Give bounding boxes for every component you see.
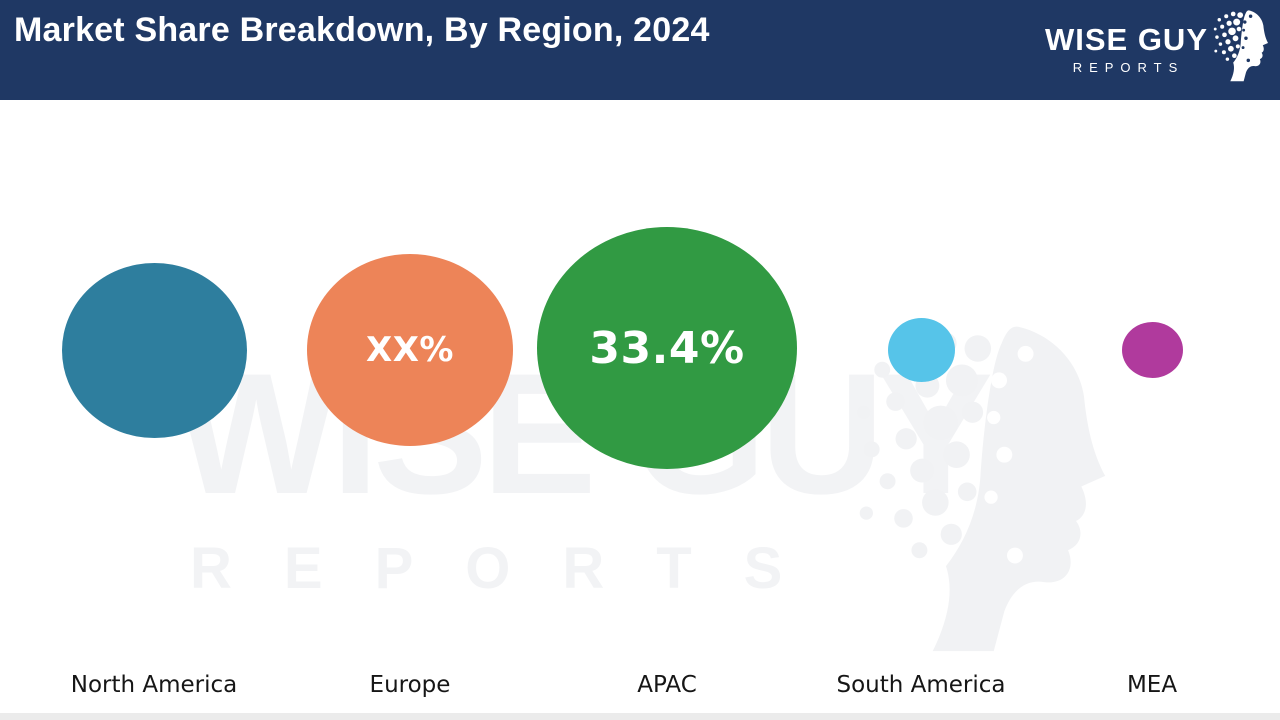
- category-label-north-america: North America: [70, 672, 238, 698]
- category-label-apac: APAC: [637, 672, 697, 698]
- bubble-europe: XX%: [307, 254, 513, 446]
- bubble-mea: [1121, 322, 1183, 378]
- header: Market Share Breakdown, By Region, 2024 …: [0, 0, 1280, 100]
- bubble-south-america: [887, 318, 955, 382]
- bubble-north-america: [61, 262, 247, 438]
- watermark-face-icon: [857, 326, 1106, 652]
- logo-wordmark: WISE GUY: [1044, 22, 1208, 57]
- logo-subtitle: REPORTS: [1072, 60, 1185, 75]
- category-label-europe: Europe: [369, 672, 451, 698]
- page-title: Market Share Breakdown, By Region, 2024: [14, 11, 710, 49]
- wiseguy-face-icon: [1213, 10, 1268, 82]
- wiseguy-logo: WISE GUY REPORTS: [1045, 8, 1268, 86]
- category-label-south-america: South America: [836, 672, 1006, 698]
- category-label-mea: MEA: [1126, 672, 1178, 698]
- watermark-subtitle: REPORTS: [190, 536, 835, 601]
- bubble-apac: 33.4%: [537, 227, 797, 469]
- bottom-border: [0, 713, 1280, 720]
- logo-text: WISE GUY REPORTS: [1045, 24, 1208, 75]
- bubble-chart: WISE GUY REPORTS XX%33.4% North AmericaE…: [0, 100, 1280, 720]
